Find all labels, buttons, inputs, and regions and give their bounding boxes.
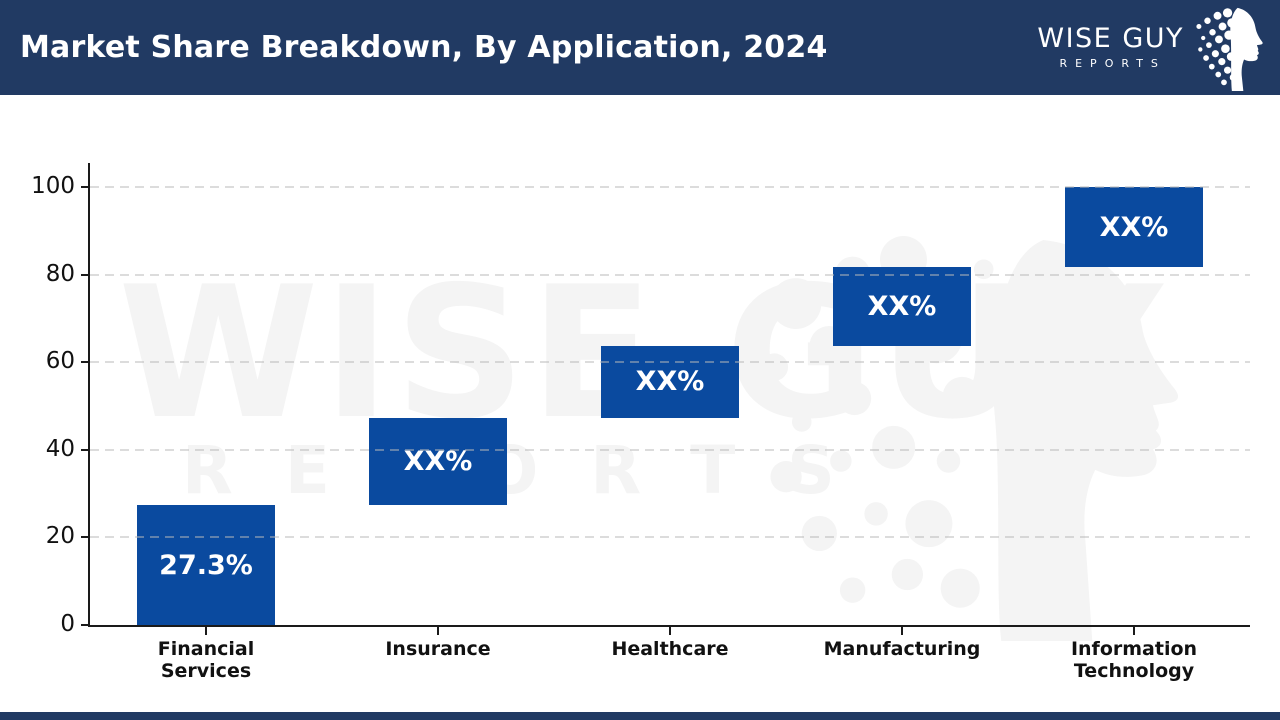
gridline: [90, 273, 1250, 276]
y-tick-label: 60: [45, 348, 75, 375]
y-tick-label: 40: [45, 435, 75, 462]
y-axis: [88, 163, 90, 627]
page-title: Market Share Breakdown, By Application, …: [20, 30, 828, 65]
x-category-label: Information Technology: [1070, 638, 1198, 682]
bar: XX%: [1065, 187, 1203, 268]
y-tick-mark: [81, 273, 90, 276]
logo-face-icon: [1196, 7, 1263, 91]
y-tick-label: 80: [45, 260, 75, 287]
y-tick-label: 0: [60, 611, 75, 637]
y-tick-mark: [81, 536, 90, 539]
footer-bar: [0, 712, 1280, 720]
x-tick-mark: [205, 627, 207, 635]
y-tick-mark: [81, 186, 90, 188]
gridline: [90, 361, 1250, 364]
y-tick-label: 20: [45, 523, 75, 550]
logo-subtext: REPORTS: [1059, 56, 1166, 70]
bar: XX%: [833, 267, 971, 346]
logo-wordmark: WISE GUY: [1037, 23, 1184, 55]
bar: 27.3%: [137, 505, 275, 625]
x-axis: [88, 625, 1250, 627]
bar-value-label: XX%: [1099, 211, 1169, 243]
logo: WISE GUY REPORTS: [1037, 5, 1280, 91]
gridline: [90, 448, 1250, 451]
header-bar: Market Share Breakdown, By Application, …: [0, 0, 1280, 95]
bar-value-label: XX%: [403, 446, 473, 478]
x-tick-mark: [1133, 627, 1135, 635]
x-tick-mark: [669, 627, 671, 635]
logo-text: WISE GUY REPORTS: [1037, 23, 1184, 70]
x-tick-mark: [437, 627, 439, 635]
bar-value-label: XX%: [635, 366, 705, 398]
bar: XX%: [601, 345, 739, 418]
y-tick-mark: [81, 361, 90, 364]
x-category-label: Manufacturing: [823, 638, 981, 660]
bar-value-label: 27.3%: [159, 549, 253, 581]
y-tick-mark: [81, 624, 90, 626]
bar-value-label: XX%: [867, 291, 937, 323]
y-tick-mark: [81, 448, 90, 451]
x-category-label: Financial Services: [157, 638, 255, 682]
watermark-subtext: REPORTS: [182, 432, 887, 509]
y-tick-label: 100: [31, 173, 75, 199]
x-category-label: Insurance: [385, 638, 491, 660]
gridline: [90, 186, 1250, 188]
x-tick-mark: [901, 627, 903, 635]
gridline: [90, 536, 1250, 539]
x-category-label: Healthcare: [611, 638, 729, 660]
bar: XX%: [369, 417, 507, 506]
